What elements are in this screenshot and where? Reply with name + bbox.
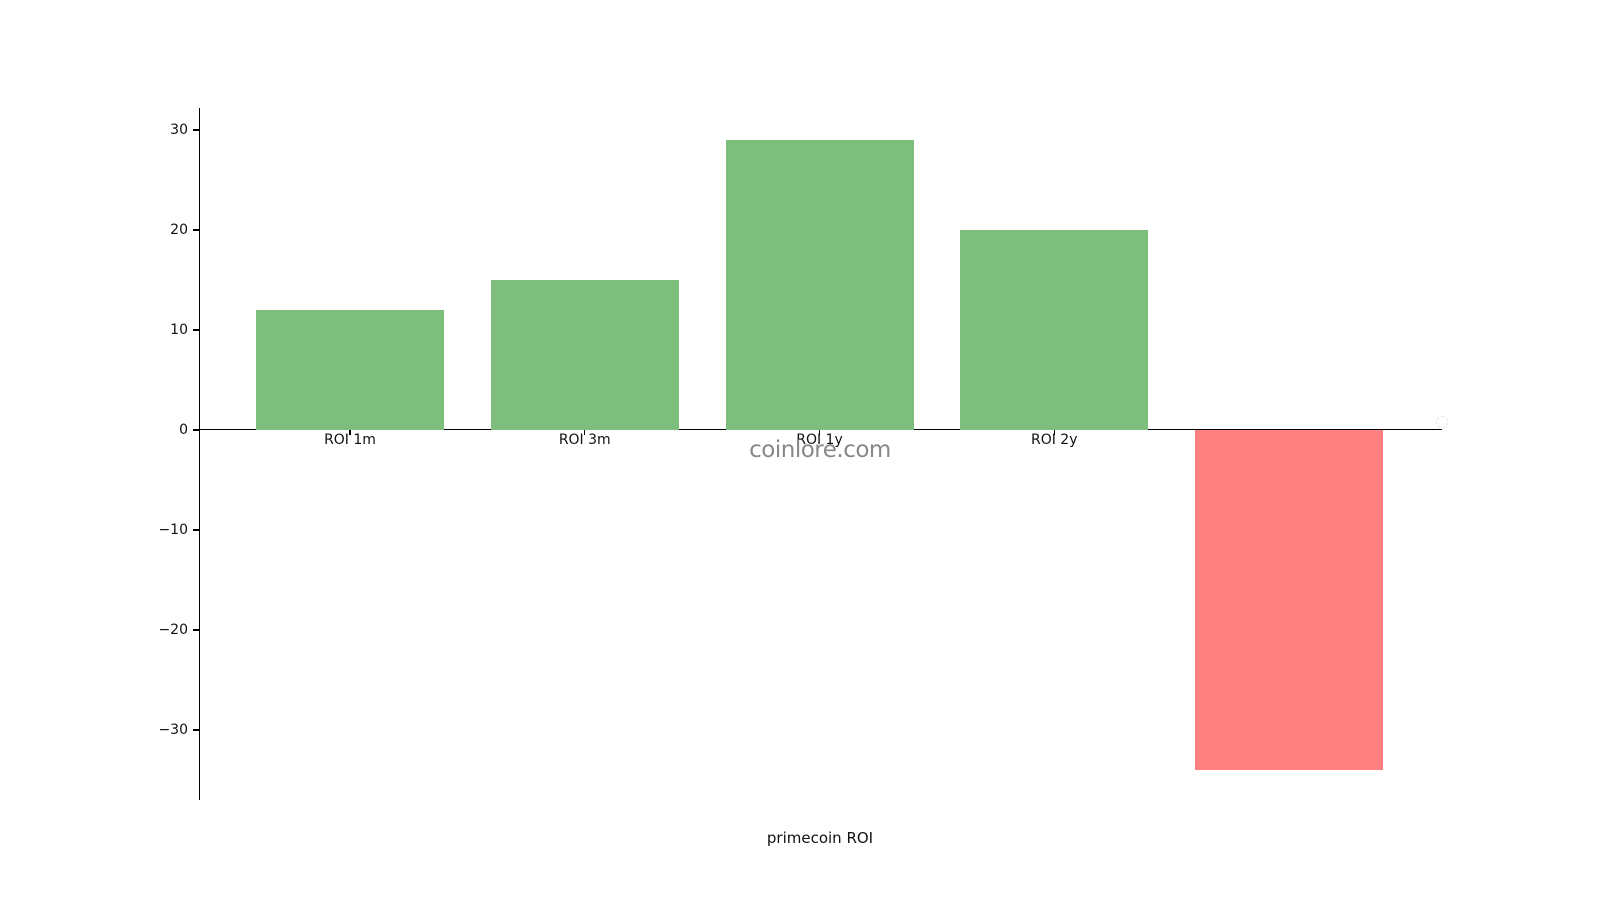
x-tick-label: ROI 1m <box>324 432 376 448</box>
y-tick-label: 10 <box>170 322 188 338</box>
bar-negative-roi <box>1195 430 1383 770</box>
x-tick-mark <box>349 430 351 435</box>
x-tick-label: ROI 2y <box>1030 432 1078 448</box>
axis-end-artifact-dot <box>1436 416 1448 428</box>
y-axis-line <box>199 108 201 800</box>
y-tick-label: −20 <box>158 622 188 638</box>
y-tick-mark <box>193 229 199 231</box>
y-tick-mark <box>193 529 199 531</box>
y-tick-mark <box>193 729 199 731</box>
bar-roi-3m <box>490 280 679 430</box>
y-tick-label: −10 <box>158 522 188 538</box>
y-tick-label: 30 <box>170 122 188 138</box>
bar-roi-1m <box>256 310 444 430</box>
y-tick-label: −30 <box>158 722 188 738</box>
bar-roi-1y <box>725 140 914 430</box>
y-tick-mark <box>193 329 199 331</box>
y-tick-mark <box>193 429 199 431</box>
x-tick-mark <box>818 430 821 435</box>
x-tick-mark <box>1053 430 1055 435</box>
y-tick-label: 0 <box>179 422 188 438</box>
x-tick-label: ROI 3m <box>558 432 611 448</box>
x-axis-title: primecoin ROI <box>766 829 874 847</box>
x-tick-label: ROI 1y <box>796 432 843 448</box>
x-tick-mark <box>584 430 586 435</box>
watermark-text: coinlore.com <box>749 437 891 463</box>
y-tick-label: 20 <box>170 222 188 238</box>
bar-roi-2y <box>960 230 1149 430</box>
y-tick-mark <box>193 629 199 631</box>
y-tick-mark <box>193 129 199 131</box>
